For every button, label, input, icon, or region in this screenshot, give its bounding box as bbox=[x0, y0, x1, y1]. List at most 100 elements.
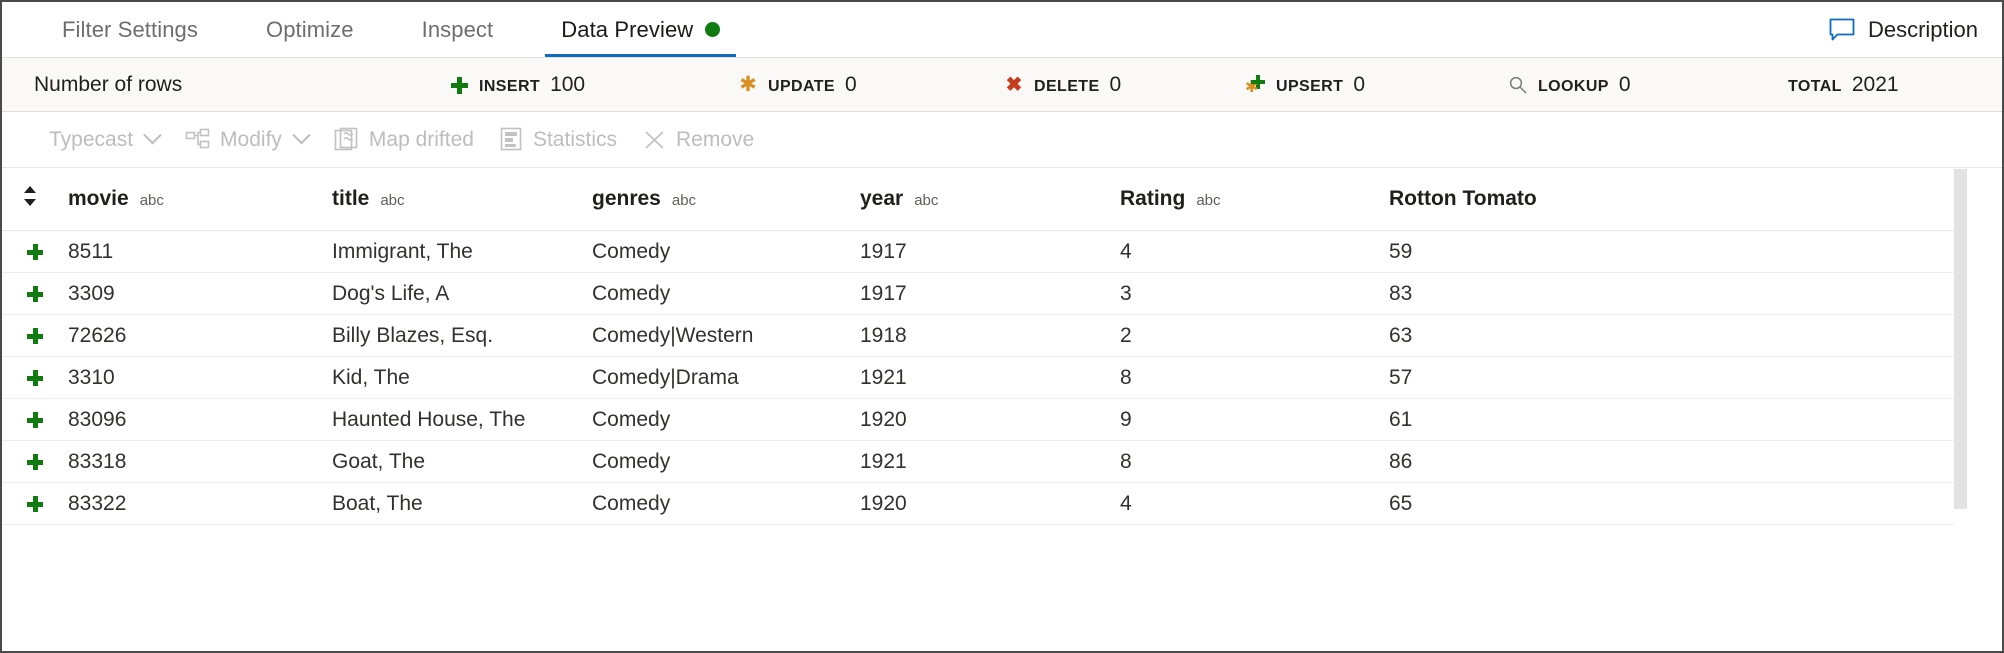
cell-movie: 83322 bbox=[68, 482, 332, 525]
statistics-icon bbox=[500, 127, 524, 153]
cell-movie: 8511 bbox=[68, 230, 332, 273]
cell-year: 1917 bbox=[860, 230, 1120, 273]
column-name: genres bbox=[592, 187, 661, 210]
description-label: Description bbox=[1867, 16, 1978, 42]
cell-movie: 3309 bbox=[68, 272, 332, 315]
cell-title: Goat, The bbox=[332, 440, 592, 483]
cell-rating: 4 bbox=[1120, 482, 1389, 525]
sort-icon[interactable] bbox=[24, 185, 38, 207]
description-button[interactable]: Description bbox=[1829, 2, 2002, 57]
tab-filter-settings[interactable]: Filter Settings bbox=[28, 2, 232, 57]
tab-label: Optimize bbox=[266, 16, 354, 42]
tab-bar: Filter Settings Optimize Inspect Data Pr… bbox=[2, 2, 2002, 58]
table-row[interactable]: 3310 Kid, The Comedy|Drama 1921 8 57 bbox=[2, 356, 1958, 399]
vertical-scrollbar[interactable] bbox=[1954, 168, 1967, 651]
panel-bottom-edge bbox=[2, 649, 2002, 651]
cell-title: Dog's Life, A bbox=[332, 272, 592, 315]
vertical-scrollbar-thumb[interactable] bbox=[1954, 169, 1967, 509]
tab-data-preview[interactable]: Data Preview bbox=[527, 2, 754, 57]
column-header-rotton-tomato[interactable]: Rotton Tomato bbox=[1389, 168, 1958, 231]
stat-update: ✱ UPDATE 0 bbox=[738, 73, 857, 97]
plus-icon bbox=[449, 75, 469, 95]
stat-value: 0 bbox=[1618, 72, 1631, 96]
map-drifted-button[interactable]: Map drifted bbox=[321, 127, 487, 153]
table-row[interactable]: 83322 Boat, The Comedy 1920 4 65 bbox=[2, 482, 1958, 525]
cell-rotton-tomato: 61 bbox=[1389, 398, 1958, 441]
search-icon bbox=[1508, 75, 1528, 95]
plus-icon bbox=[26, 453, 44, 471]
cell-movie: 72626 bbox=[68, 314, 332, 357]
stat-upsert: ✱ UPSERT 0 bbox=[1245, 72, 1365, 97]
stat-value: 0 bbox=[845, 72, 857, 96]
cell-rating: 2 bbox=[1120, 314, 1389, 357]
plus-icon bbox=[26, 243, 44, 261]
cell-genres: Comedy bbox=[592, 398, 860, 441]
table-row[interactable]: 3309 Dog's Life, A Comedy 1917 3 83 bbox=[2, 272, 1958, 315]
row-change-marker bbox=[2, 230, 68, 273]
stat-name: UPSERT bbox=[1276, 77, 1344, 95]
table-body: 8511 Immigrant, The Comedy 1917 4 59 330… bbox=[2, 230, 1958, 525]
cell-genres: Comedy bbox=[592, 440, 860, 483]
stat-value: 0 bbox=[1353, 72, 1365, 96]
cell-year: 1920 bbox=[860, 398, 1120, 441]
stat-value: 100 bbox=[550, 72, 586, 96]
stat-name: TOTAL bbox=[1788, 77, 1842, 95]
table-row[interactable]: 83096 Haunted House, The Comedy 1920 9 6… bbox=[2, 398, 1958, 441]
column-name: Rating bbox=[1120, 187, 1186, 210]
tab-label: Inspect bbox=[421, 16, 494, 42]
column-name: movie bbox=[68, 187, 129, 210]
cell-year: 1921 bbox=[860, 356, 1120, 399]
column-header-year[interactable]: year abc bbox=[860, 168, 1120, 231]
cell-genres: Comedy|Western bbox=[592, 314, 860, 357]
column-header-movie[interactable]: movie abc bbox=[68, 168, 332, 231]
column-header-rating[interactable]: Rating abc bbox=[1120, 168, 1389, 231]
row-change-marker bbox=[2, 272, 68, 315]
cell-rating: 9 bbox=[1120, 398, 1389, 441]
column-header-genres[interactable]: genres abc bbox=[592, 168, 860, 231]
cell-movie: 83096 bbox=[68, 398, 332, 441]
sort-column-header[interactable] bbox=[2, 168, 68, 231]
typecast-button[interactable]: Typecast bbox=[36, 126, 172, 152]
cell-rating: 8 bbox=[1120, 440, 1389, 483]
tab-label: Filter Settings bbox=[62, 16, 198, 42]
row-change-marker bbox=[2, 314, 68, 357]
cell-rotton-tomato: 59 bbox=[1389, 230, 1958, 273]
cell-year: 1921 bbox=[860, 440, 1120, 483]
cell-title: Kid, The bbox=[332, 356, 592, 399]
map-drifted-label: Map drifted bbox=[368, 127, 474, 151]
stat-insert: INSERT 100 bbox=[449, 73, 585, 97]
column-type: abc bbox=[139, 192, 164, 209]
cell-title: Billy Blazes, Esq. bbox=[332, 314, 592, 357]
cell-title: Boat, The bbox=[332, 482, 592, 525]
upsert-icon: ✱ bbox=[1245, 74, 1266, 95]
table-row[interactable]: 72626 Billy Blazes, Esq. Comedy|Western … bbox=[2, 314, 1958, 357]
table-row[interactable]: 8511 Immigrant, The Comedy 1917 4 59 bbox=[2, 230, 1958, 273]
modify-label: Modify bbox=[220, 127, 282, 151]
asterisk-icon: ✱ bbox=[739, 72, 757, 96]
column-header-title[interactable]: title abc bbox=[332, 168, 592, 231]
row-count-bar: Number of rows INSERT 100 ✱ UPDATE 0 ✖ D… bbox=[2, 58, 2002, 112]
table-header-row: movie abc title abc genres abc bbox=[2, 168, 1958, 231]
row-change-marker bbox=[2, 482, 68, 525]
stat-name: DELETE bbox=[1034, 77, 1100, 95]
table-row[interactable]: 83318 Goat, The Comedy 1921 8 86 bbox=[2, 440, 1958, 483]
stat-delete: ✖ DELETE 0 bbox=[1004, 73, 1122, 97]
statistics-button[interactable]: Statistics bbox=[487, 127, 630, 153]
chevron-down-icon bbox=[143, 126, 162, 145]
cell-year: 1918 bbox=[860, 314, 1120, 357]
row-change-marker bbox=[2, 356, 68, 399]
plus-icon bbox=[26, 327, 44, 345]
tab-optimize[interactable]: Optimize bbox=[232, 2, 388, 57]
stat-name: INSERT bbox=[479, 77, 541, 95]
cell-rating: 3 bbox=[1120, 272, 1389, 315]
modify-button[interactable]: Modify bbox=[172, 126, 321, 152]
tab-inspect[interactable]: Inspect bbox=[388, 2, 528, 57]
tab-label: Data Preview bbox=[561, 16, 694, 42]
remove-button[interactable]: Remove bbox=[630, 128, 767, 152]
cell-rotton-tomato: 65 bbox=[1389, 482, 1958, 525]
number-of-rows-label: Number of rows bbox=[34, 72, 183, 96]
column-type: abc bbox=[914, 192, 939, 209]
plus-icon bbox=[26, 285, 44, 303]
statistics-label: Statistics bbox=[532, 127, 617, 151]
